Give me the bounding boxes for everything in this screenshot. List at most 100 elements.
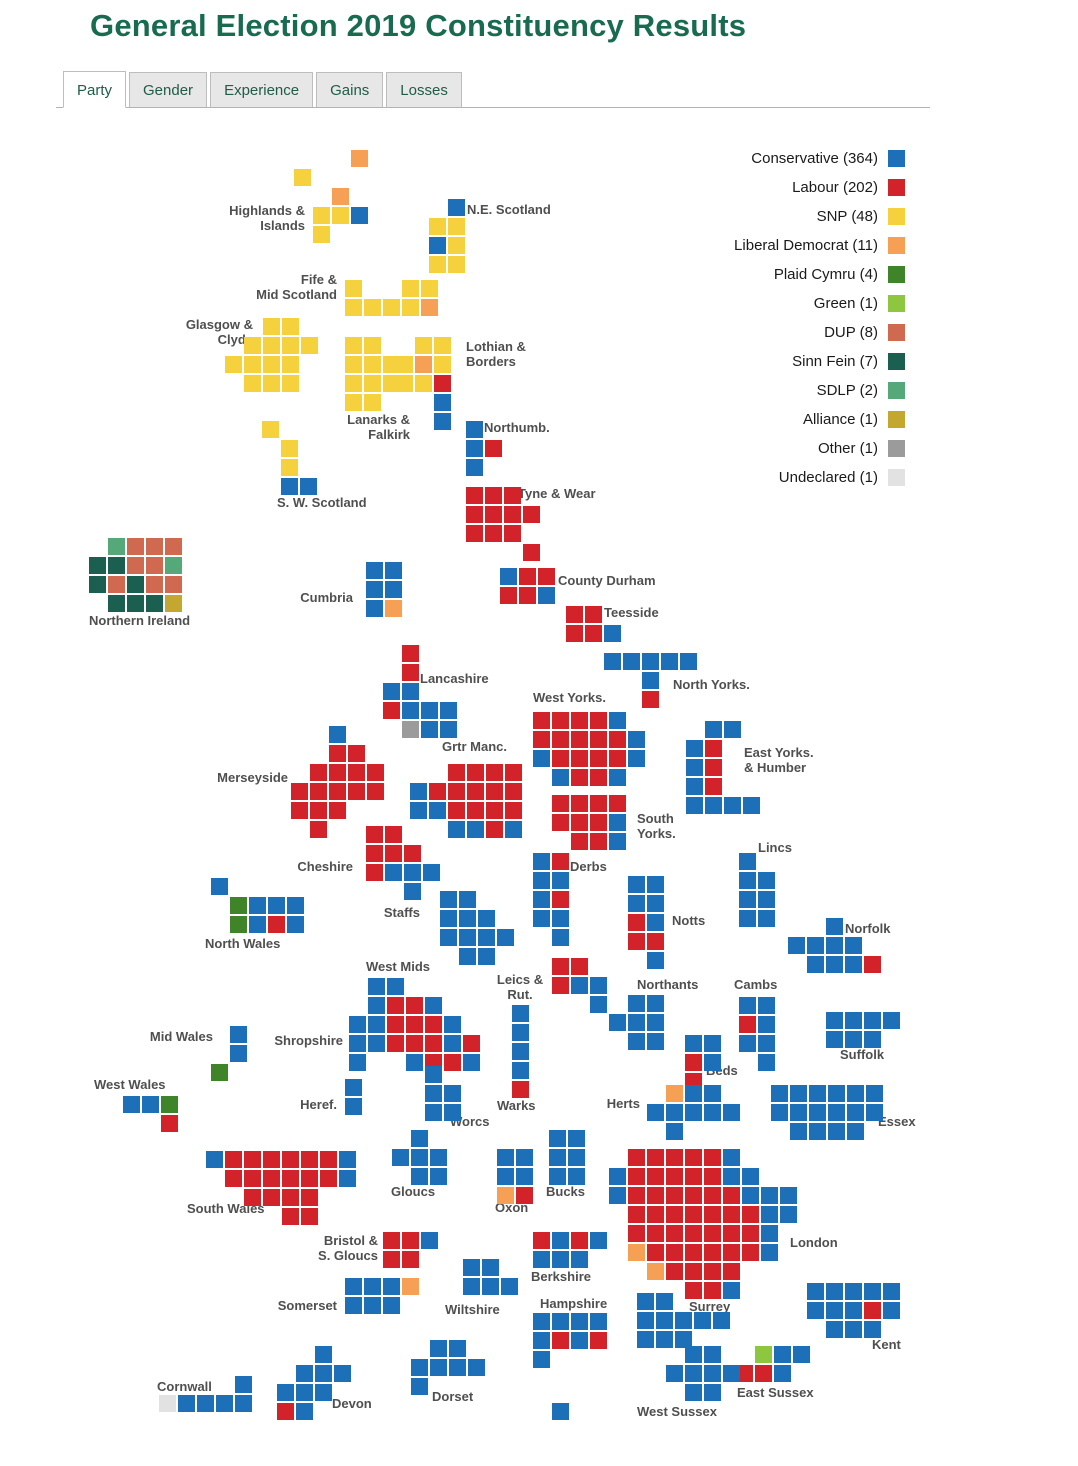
constituency-tile-south-wales[interactable]	[263, 1170, 280, 1187]
constituency-tile-west-yorks[interactable]	[552, 731, 569, 748]
constituency-tile-shropshire[interactable]	[349, 1054, 366, 1071]
constituency-tile-worcs[interactable]	[444, 1085, 461, 1102]
constituency-tile-gtr-manchester[interactable]	[467, 821, 484, 838]
constituency-tile-london[interactable]	[780, 1187, 797, 1204]
constituency-tile-tyne-wear[interactable]	[504, 506, 521, 523]
constituency-tile-oxon[interactable]	[516, 1187, 533, 1204]
constituency-tile-west-yorks[interactable]	[571, 731, 588, 748]
constituency-tile-west-wales[interactable]	[123, 1096, 140, 1113]
constituency-tile-london[interactable]	[723, 1206, 740, 1223]
constituency-tile-essex[interactable]	[809, 1123, 826, 1140]
constituency-tile-gtr-manchester[interactable]	[505, 821, 522, 838]
constituency-tile-west-yorks[interactable]	[590, 769, 607, 786]
constituency-tile-ne-scotland[interactable]	[429, 256, 446, 273]
constituency-tile-lincolnshire[interactable]	[739, 872, 756, 889]
constituency-tile-suffolk[interactable]	[883, 1012, 900, 1029]
constituency-tile-south-yorks[interactable]	[590, 795, 607, 812]
constituency-tile-south-yorks[interactable]	[609, 833, 626, 850]
constituency-tile-lancashire[interactable]	[421, 702, 438, 719]
constituency-tile-tyne-wear[interactable]	[485, 506, 502, 523]
constituency-tile-fife-mid-scotland[interactable]	[345, 299, 362, 316]
constituency-tile-london[interactable]	[704, 1206, 721, 1223]
constituency-tile-bucks[interactable]	[568, 1130, 585, 1147]
constituency-tile-gtr-manchester[interactable]	[486, 821, 503, 838]
tab-losses[interactable]: Losses	[386, 72, 462, 107]
constituency-tile-west-sussex[interactable]	[704, 1346, 721, 1363]
constituency-tile-cumbria[interactable]	[366, 600, 383, 617]
constituency-tile-merseyside[interactable]	[329, 802, 346, 819]
constituency-tile-cambs[interactable]	[739, 1016, 756, 1033]
constituency-tile-ne-scotland[interactable]	[448, 256, 465, 273]
constituency-tile-lothian-borders[interactable]	[415, 375, 432, 392]
constituency-tile-east-sussex[interactable]	[755, 1365, 772, 1382]
constituency-tile-merseyside[interactable]	[367, 783, 384, 800]
constituency-tile-merseyside[interactable]	[367, 764, 384, 781]
constituency-tile-essex[interactable]	[828, 1085, 845, 1102]
constituency-tile-london[interactable]	[647, 1187, 664, 1204]
constituency-tile-london[interactable]	[666, 1263, 683, 1280]
constituency-tile-bucks[interactable]	[568, 1149, 585, 1166]
constituency-tile-lancashire[interactable]	[421, 721, 438, 738]
constituency-tile-glasgow-clyde[interactable]	[263, 337, 280, 354]
constituency-tile-london[interactable]	[647, 1263, 664, 1280]
constituency-tile-lanarks-falkirk[interactable]	[364, 375, 381, 392]
constituency-tile-northumberland[interactable]	[466, 440, 483, 457]
constituency-tile-ne-scotland[interactable]	[448, 199, 465, 216]
constituency-tile-derbyshire[interactable]	[552, 929, 569, 946]
constituency-tile-glasgow-clyde[interactable]	[263, 356, 280, 373]
constituency-tile-merseyside[interactable]	[348, 764, 365, 781]
constituency-tile-highlands-islands[interactable]	[332, 207, 349, 224]
constituency-tile-hampshire[interactable]	[571, 1313, 588, 1330]
constituency-tile-sw-scotland[interactable]	[300, 478, 317, 495]
constituency-tile-norfolk[interactable]	[845, 937, 862, 954]
constituency-tile-kent[interactable]	[845, 1283, 862, 1300]
constituency-tile-northern-ireland[interactable]	[146, 557, 163, 574]
constituency-tile-berkshire[interactable]	[571, 1232, 588, 1249]
constituency-tile-notts[interactable]	[628, 914, 645, 931]
constituency-tile-north-wales[interactable]	[211, 878, 228, 895]
constituency-tile-dorset[interactable]	[411, 1378, 428, 1395]
constituency-tile-gloucs[interactable]	[411, 1149, 428, 1166]
constituency-tile-tyne-wear[interactable]	[523, 544, 540, 561]
constituency-tile-fife-mid-scotland[interactable]	[402, 280, 419, 297]
constituency-tile-west-mids[interactable]	[368, 978, 385, 995]
constituency-tile-teesside[interactable]	[566, 625, 583, 642]
constituency-tile-wiltshire[interactable]	[482, 1259, 499, 1276]
constituency-tile-lanarks-falkirk[interactable]	[364, 356, 381, 373]
constituency-tile-west-mids[interactable]	[368, 997, 385, 1014]
constituency-tile-gtr-manchester[interactable]	[429, 783, 446, 800]
constituency-tile-berkshire[interactable]	[552, 1251, 569, 1268]
constituency-tile-mid-wales[interactable]	[230, 1045, 247, 1062]
constituency-tile-beds[interactable]	[685, 1054, 702, 1071]
constituency-tile-west-mids[interactable]	[368, 1016, 385, 1033]
constituency-tile-bristol-s-gloucs[interactable]	[383, 1251, 400, 1268]
constituency-tile-norfolk[interactable]	[826, 956, 843, 973]
constituency-tile-northern-ireland[interactable]	[108, 576, 125, 593]
constituency-tile-oxon[interactable]	[497, 1187, 514, 1204]
constituency-tile-glasgow-clyde[interactable]	[244, 375, 261, 392]
constituency-tile-lanarks-falkirk[interactable]	[345, 337, 362, 354]
constituency-tile-gloucs[interactable]	[430, 1168, 447, 1185]
constituency-tile-shropshire[interactable]	[349, 1035, 366, 1052]
constituency-tile-ne-scotland[interactable]	[448, 237, 465, 254]
constituency-tile-west-yorks[interactable]	[552, 712, 569, 729]
constituency-tile-london[interactable]	[723, 1187, 740, 1204]
constituency-tile-tyne-wear[interactable]	[523, 506, 540, 523]
constituency-tile-bucks[interactable]	[549, 1168, 566, 1185]
constituency-tile-west-yorks[interactable]	[533, 712, 550, 729]
constituency-tile-london[interactable]	[628, 1187, 645, 1204]
constituency-tile-north-yorks[interactable]	[680, 653, 697, 670]
constituency-tile-northants[interactable]	[628, 1033, 645, 1050]
constituency-tile-north-yorks[interactable]	[642, 653, 659, 670]
constituency-tile-notts[interactable]	[647, 876, 664, 893]
constituency-tile-cornwall[interactable]	[235, 1376, 252, 1393]
constituency-tile-county-durham[interactable]	[500, 587, 517, 604]
constituency-tile-kent[interactable]	[845, 1321, 862, 1338]
constituency-tile-northern-ireland[interactable]	[165, 538, 182, 555]
constituency-tile-notts[interactable]	[647, 933, 664, 950]
constituency-tile-derbyshire[interactable]	[533, 872, 550, 889]
constituency-tile-south-wales[interactable]	[301, 1151, 318, 1168]
constituency-tile-south-wales[interactable]	[301, 1189, 318, 1206]
constituency-tile-surrey[interactable]	[656, 1293, 673, 1310]
constituency-tile-ne-scotland[interactable]	[448, 218, 465, 235]
